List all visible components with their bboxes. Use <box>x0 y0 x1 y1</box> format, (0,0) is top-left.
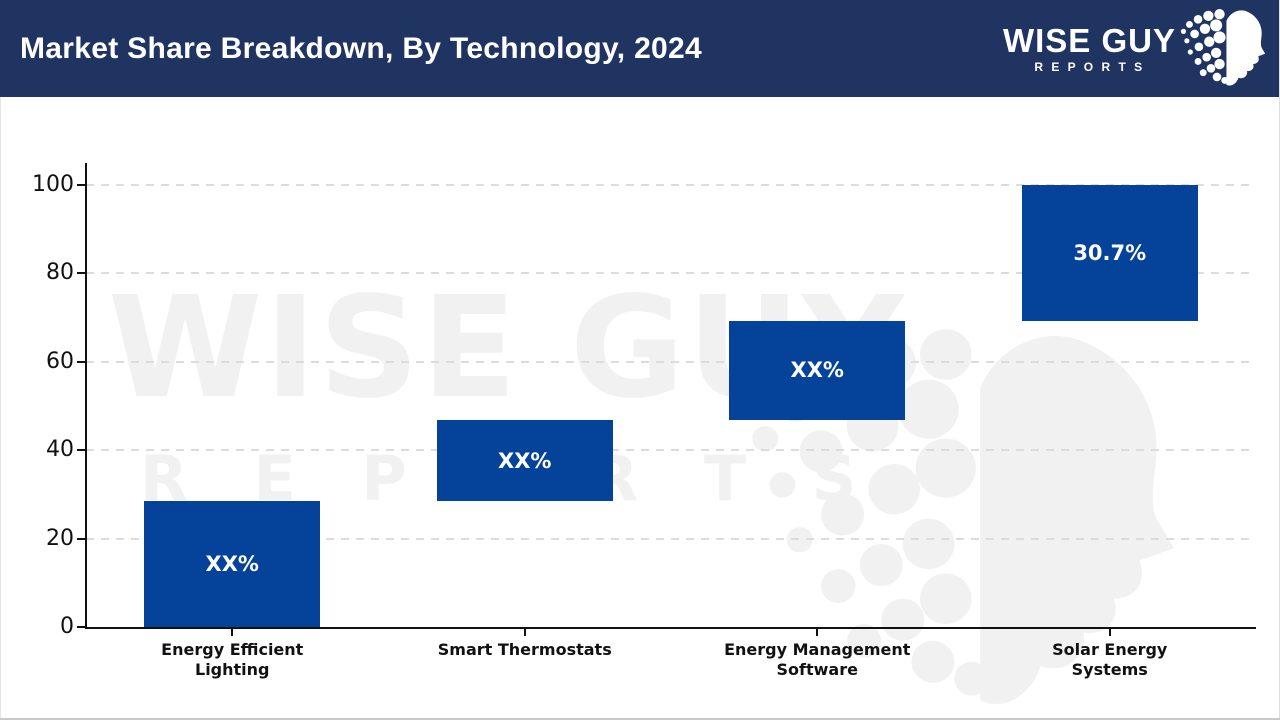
header: Market Share Breakdown, By Technology, 2… <box>0 0 1280 97</box>
gridline-100 <box>86 184 1256 187</box>
page-edge-bottom <box>0 718 1280 720</box>
y-tick-label-80: 80 <box>46 260 74 286</box>
x-tick-mark-3 <box>816 629 819 636</box>
wise-guy-logo: WISE GUY R E P O R T S <box>1003 8 1266 90</box>
y-tick-mark-40 <box>77 449 85 452</box>
y-tick-mark-0 <box>77 626 85 628</box>
y-tick-label-20: 20 <box>46 525 74 551</box>
bar-solar-energy-systems: 30.7% <box>1021 185 1198 321</box>
logo-subtitle: R E P O R T S <box>1034 59 1145 74</box>
category-label-energy-management-software: Energy Management Software <box>724 640 911 679</box>
category-label-energy-efficient-lighting: Energy Efficient Lighting <box>161 640 304 679</box>
x-axis-spine <box>85 627 1256 629</box>
bar-value-label: XX% <box>205 552 259 577</box>
y-tick-mark-60 <box>77 360 85 363</box>
y-tick-label-0: 0 <box>60 614 74 639</box>
gridline-40 <box>86 449 1256 452</box>
y-tick-label-40: 40 <box>46 437 74 463</box>
bar-energy-efficient-lighting: XX% <box>144 501 321 627</box>
y-axis-spine <box>85 163 87 629</box>
x-tick-mark-4 <box>1108 629 1111 636</box>
logo-head-icon <box>1180 8 1266 87</box>
bar-value-label: XX% <box>790 358 844 383</box>
bar-smart-thermostats: XX% <box>436 420 613 502</box>
y-tick-mark-20 <box>77 537 85 540</box>
logo-text: WISE GUY R E P O R T S <box>1002 21 1176 74</box>
category-label-solar-energy-systems: Solar Energy Systems <box>1052 640 1168 679</box>
bar-value-label: 30.7% <box>1073 240 1147 265</box>
logo-wordmark: WISE GUY <box>1002 21 1176 59</box>
chart-title: Market Share Breakdown, By Technology, 2… <box>20 31 703 65</box>
gridline-60 <box>86 360 1256 363</box>
chart-area: WISE GUY R E P O R T S 020406080100XX%En… <box>0 97 1280 720</box>
y-tick-mark-100 <box>77 184 85 187</box>
gridline-80 <box>86 272 1256 275</box>
y-tick-label-100: 100 <box>32 172 74 198</box>
bar-energy-management-software: XX% <box>729 320 906 421</box>
gridline-20 <box>86 537 1256 540</box>
y-tick-label-60: 60 <box>46 348 74 374</box>
page-edge-left <box>0 97 1 720</box>
y-tick-mark-80 <box>77 272 85 275</box>
x-tick-mark-1 <box>231 629 234 636</box>
x-tick-mark-2 <box>523 629 526 636</box>
category-label-smart-thermostats: Smart Thermostats <box>437 640 612 659</box>
bar-value-label: XX% <box>498 448 552 473</box>
